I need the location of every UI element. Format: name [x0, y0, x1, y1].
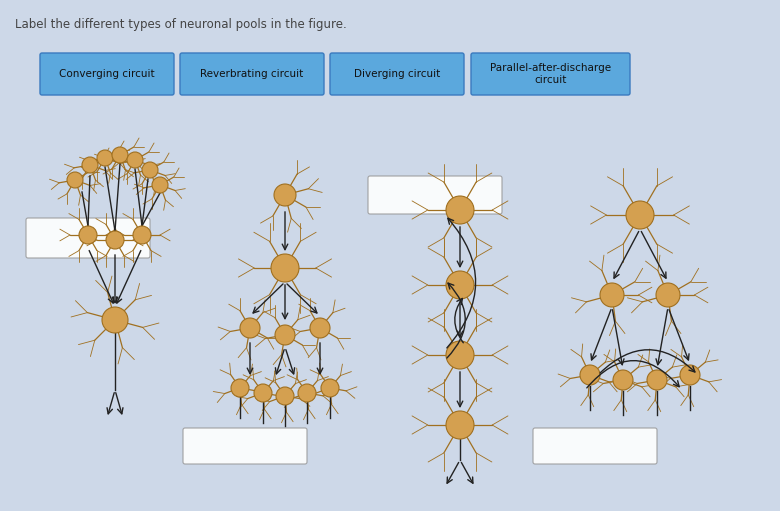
Circle shape: [274, 184, 296, 206]
Circle shape: [152, 177, 168, 193]
FancyBboxPatch shape: [330, 53, 464, 95]
Circle shape: [102, 307, 128, 333]
Circle shape: [254, 384, 272, 402]
Circle shape: [321, 379, 339, 397]
Circle shape: [276, 387, 294, 405]
Circle shape: [97, 150, 113, 166]
Circle shape: [656, 283, 680, 307]
Circle shape: [127, 152, 143, 168]
Circle shape: [231, 379, 249, 397]
Text: Converging circuit: Converging circuit: [59, 69, 154, 79]
Circle shape: [680, 365, 700, 385]
Circle shape: [275, 325, 295, 345]
Circle shape: [142, 162, 158, 178]
Circle shape: [271, 254, 299, 282]
FancyBboxPatch shape: [183, 428, 307, 464]
Circle shape: [82, 157, 98, 173]
Circle shape: [446, 196, 474, 224]
FancyBboxPatch shape: [471, 53, 630, 95]
Circle shape: [79, 226, 97, 244]
Circle shape: [647, 370, 667, 390]
Circle shape: [298, 384, 316, 402]
Circle shape: [240, 318, 260, 338]
Circle shape: [446, 341, 474, 369]
Circle shape: [626, 201, 654, 229]
Circle shape: [446, 271, 474, 299]
Circle shape: [310, 318, 330, 338]
Text: Label the different types of neuronal pools in the figure.: Label the different types of neuronal po…: [15, 18, 347, 31]
Circle shape: [580, 365, 600, 385]
Circle shape: [112, 147, 128, 163]
Text: Reverbrating circuit: Reverbrating circuit: [200, 69, 303, 79]
Circle shape: [133, 226, 151, 244]
Circle shape: [600, 283, 624, 307]
Text: Diverging circuit: Diverging circuit: [354, 69, 440, 79]
FancyBboxPatch shape: [40, 53, 174, 95]
Circle shape: [106, 231, 124, 249]
FancyBboxPatch shape: [533, 428, 657, 464]
Text: Parallel-after-discharge
circuit: Parallel-after-discharge circuit: [490, 63, 611, 85]
Circle shape: [613, 370, 633, 390]
FancyBboxPatch shape: [180, 53, 324, 95]
Circle shape: [446, 411, 474, 439]
Circle shape: [67, 172, 83, 188]
FancyBboxPatch shape: [26, 218, 150, 258]
FancyBboxPatch shape: [368, 176, 502, 214]
